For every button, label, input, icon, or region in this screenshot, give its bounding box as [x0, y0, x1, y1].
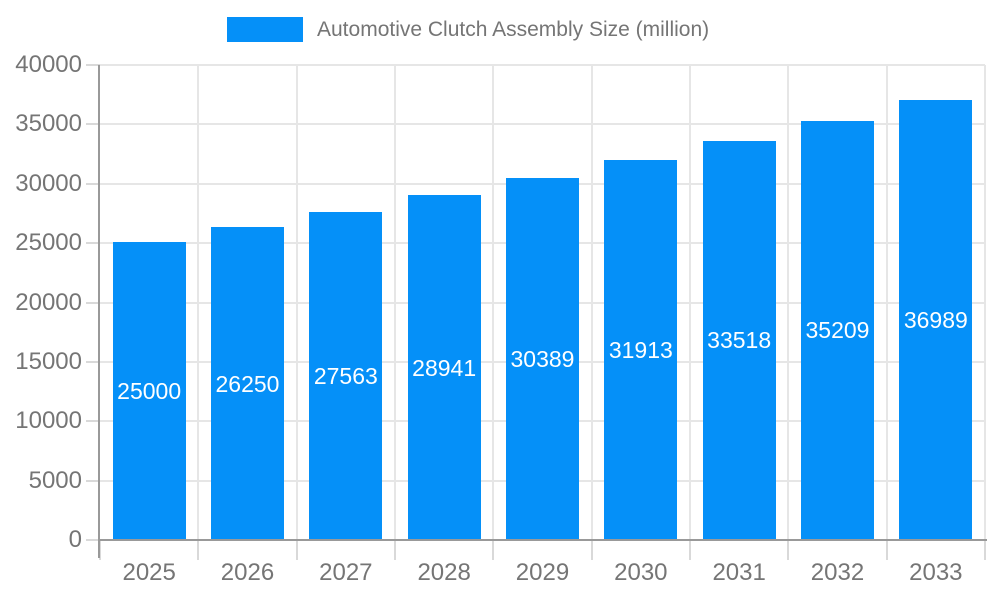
y-gridline [100, 64, 985, 66]
y-axis-label: 25000 [15, 229, 82, 257]
y-tick [86, 301, 100, 304]
bar-value-text: 35209 [805, 317, 870, 344]
bar[interactable] [702, 140, 776, 539]
x-axis-label: 2026 [220, 559, 275, 586]
y-axis-label: 15000 [15, 347, 82, 375]
x-tick [689, 540, 691, 560]
y-tick [86, 420, 100, 423]
x-axis-label: 2025 [122, 559, 176, 586]
bar[interactable] [211, 227, 284, 539]
bar-value-label: 30389 [506, 179, 579, 540]
bar-value-label: 28941 [408, 196, 481, 540]
bar-value-label: 35209 [801, 122, 874, 540]
x-gridline [197, 65, 200, 540]
y-axis-label: 20000 [15, 288, 82, 316]
x-tick [99, 540, 101, 560]
x-axis-label: 2030 [614, 559, 668, 586]
y-axis-label: 35000 [15, 110, 82, 138]
bar[interactable] [604, 160, 678, 539]
y-axis-label: 30000 [15, 169, 82, 197]
bar-value-label: 27563 [309, 213, 382, 540]
y-tick [86, 479, 100, 482]
y-gridline [100, 123, 985, 126]
x-tick [295, 540, 298, 560]
bar-value-text: 31913 [608, 337, 673, 363]
y-tick [86, 360, 100, 363]
bar[interactable] [801, 120, 874, 539]
x-gridline [590, 65, 593, 540]
y-axis-label: 0 [68, 526, 82, 553]
x-tick [394, 540, 396, 560]
x-gridline [295, 65, 298, 540]
x-tick [590, 540, 593, 560]
bar-value-text: 30389 [510, 346, 575, 373]
x-axis-label: 2029 [515, 559, 570, 586]
x-tick [197, 540, 200, 560]
y-tick [86, 123, 100, 126]
y-axis-label: 10000 [15, 407, 82, 435]
x-gridline [787, 65, 790, 540]
y-tick [86, 242, 100, 245]
x-tick [984, 540, 986, 560]
x-gridline [984, 65, 986, 540]
bar-value-label: 25000 [113, 243, 186, 540]
x-axis-line [98, 539, 987, 541]
x-gridline [885, 65, 888, 540]
x-axis-label: 2033 [909, 559, 963, 586]
bar-value-label: 36989 [899, 101, 972, 540]
y-axis-label: 5000 [28, 466, 82, 494]
bar-value-label: 26250 [211, 228, 284, 540]
x-gridline [689, 65, 691, 540]
bar[interactable] [899, 99, 973, 539]
legend-swatch[interactable] [227, 17, 303, 42]
y-tick [86, 64, 100, 66]
y-axis-label: 40000 [15, 51, 82, 78]
x-gridline [492, 65, 495, 540]
x-tick [787, 540, 790, 560]
x-axis-label: 2031 [712, 559, 766, 586]
y-tick [86, 539, 100, 541]
bar-value-text: 25000 [117, 378, 182, 405]
bar-value-text: 26250 [215, 370, 280, 397]
legend-label[interactable]: Automotive Clutch Assembly Size (million… [317, 17, 710, 41]
bar[interactable] [112, 242, 186, 539]
bar[interactable] [309, 211, 383, 539]
bar[interactable] [506, 178, 579, 539]
bar-value-text: 28941 [412, 354, 477, 381]
bar-value-label: 33518 [703, 142, 776, 540]
bar[interactable] [407, 195, 481, 539]
x-axis-label: 2028 [417, 559, 471, 586]
y-tick [86, 182, 100, 185]
bar-value-text: 27563 [313, 362, 378, 389]
bar-value-label: 31913 [604, 161, 677, 540]
x-axis-label: 2027 [319, 559, 373, 586]
bar-value-text: 33518 [707, 327, 772, 354]
plot-area: 0 5000 10000 15000 20000 25000 30000 35000 40000… [15, 51, 987, 586]
x-tick [492, 540, 495, 560]
x-tick [885, 540, 888, 560]
x-axis-label: 2032 [810, 559, 865, 586]
bar-value-text: 36989 [903, 306, 968, 333]
x-gridline [394, 65, 396, 540]
y-axis-line [98, 65, 100, 558]
chart-legend[interactable]: Automotive Clutch Assembly Size (million… [227, 16, 709, 43]
